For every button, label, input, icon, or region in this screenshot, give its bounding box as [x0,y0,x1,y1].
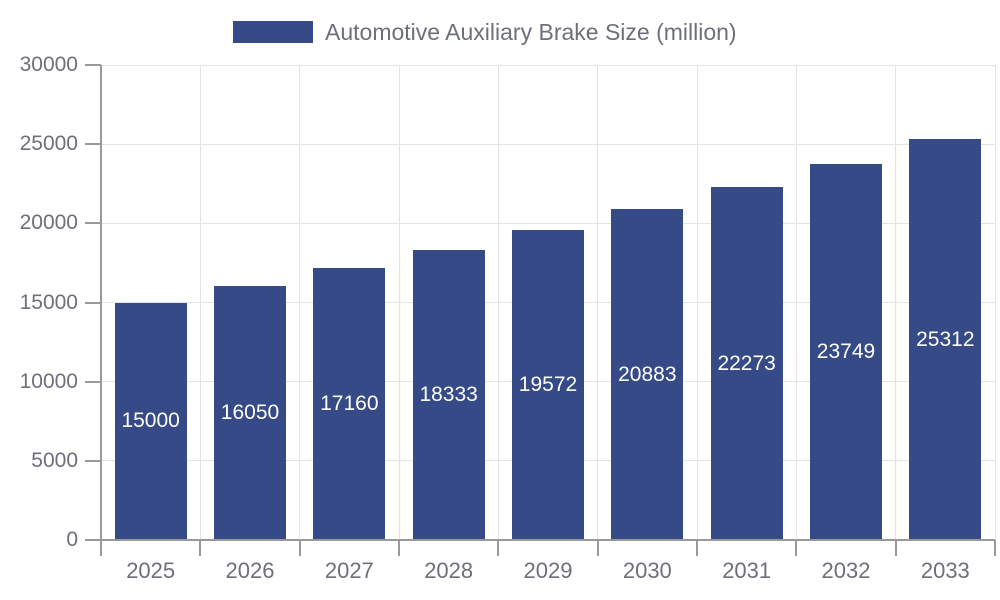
bar [810,163,882,540]
bar-value-label: 16050 [220,400,280,424]
legend-item[interactable]: Automotive Auxiliary Brake Size (million… [233,20,737,44]
y-axis-line [100,65,102,542]
bar [909,139,982,540]
x-axis-tick-label: 2031 [722,558,772,583]
y-axis-tick-label: 20000 [19,211,78,235]
y-axis-tick-label: 10000 [19,369,78,393]
y-tick-mark [85,301,101,304]
y-axis-tick-label: 15000 [19,290,78,314]
y-axis-tick-label: 0 [66,528,78,551]
x-tick-mark [596,540,599,556]
x-tick-mark [696,540,698,556]
bar-value-label: 23749 [816,339,876,363]
x-axis-tick-label: 2030 [622,558,672,583]
y-axis-tick-label: 30000 [19,53,78,76]
legend-label: Automotive Auxiliary Brake Size (million… [325,19,737,45]
vertical-gridline [795,65,797,540]
x-tick-mark [100,540,102,556]
x-tick-mark [398,540,400,556]
bar-value-label: 17160 [320,392,379,416]
bar-value-label: 19572 [518,373,578,397]
x-tick-mark [298,540,301,556]
y-tick-mark [85,380,101,383]
x-axis-tick-label: 2028 [424,558,474,583]
x-axis-tick-label: 2032 [821,558,871,583]
bar [710,187,783,540]
vertical-gridline [895,65,897,540]
bar-value-label: 25312 [916,327,975,351]
vertical-gridline [597,65,599,540]
bar [313,268,386,540]
x-tick-mark [795,540,798,556]
vertical-gridline [199,65,201,540]
x-axis-tick-label: 2029 [523,558,573,583]
bar-value-label: 15000 [121,409,180,433]
horizontal-gridline [101,64,995,66]
bar [611,209,684,540]
y-tick-mark [85,143,101,146]
horizontal-gridline [101,222,995,224]
x-tick-mark [894,540,897,556]
bar [412,249,485,540]
vertical-gridline [299,65,301,540]
y-tick-mark [85,64,101,66]
y-axis-tick-label: 25000 [19,132,78,156]
bar-value-label: 18333 [419,382,478,406]
bar [214,285,286,540]
legend-swatch [233,21,313,43]
vertical-gridline [994,65,996,540]
bar-value-label: 22273 [717,351,776,375]
y-tick-mark [85,222,101,225]
vertical-gridline [398,65,400,540]
bar [114,302,187,540]
x-axis-tick-label: 2025 [126,558,176,583]
vertical-gridline [696,65,698,540]
y-tick-mark [85,459,101,462]
bar [512,230,584,540]
bar-value-label: 20883 [618,362,677,386]
x-axis-tick-label: 2026 [225,558,275,583]
x-tick-mark [497,540,500,556]
y-axis-tick-label: 5000 [31,448,78,472]
vertical-gridline [497,65,499,540]
horizontal-gridline [101,143,995,145]
x-axis-tick-label: 2033 [920,558,970,583]
x-axis-tick-label: 2027 [324,558,374,583]
x-tick-mark [994,540,996,556]
x-axis-line [85,539,995,541]
x-tick-mark [199,540,202,556]
